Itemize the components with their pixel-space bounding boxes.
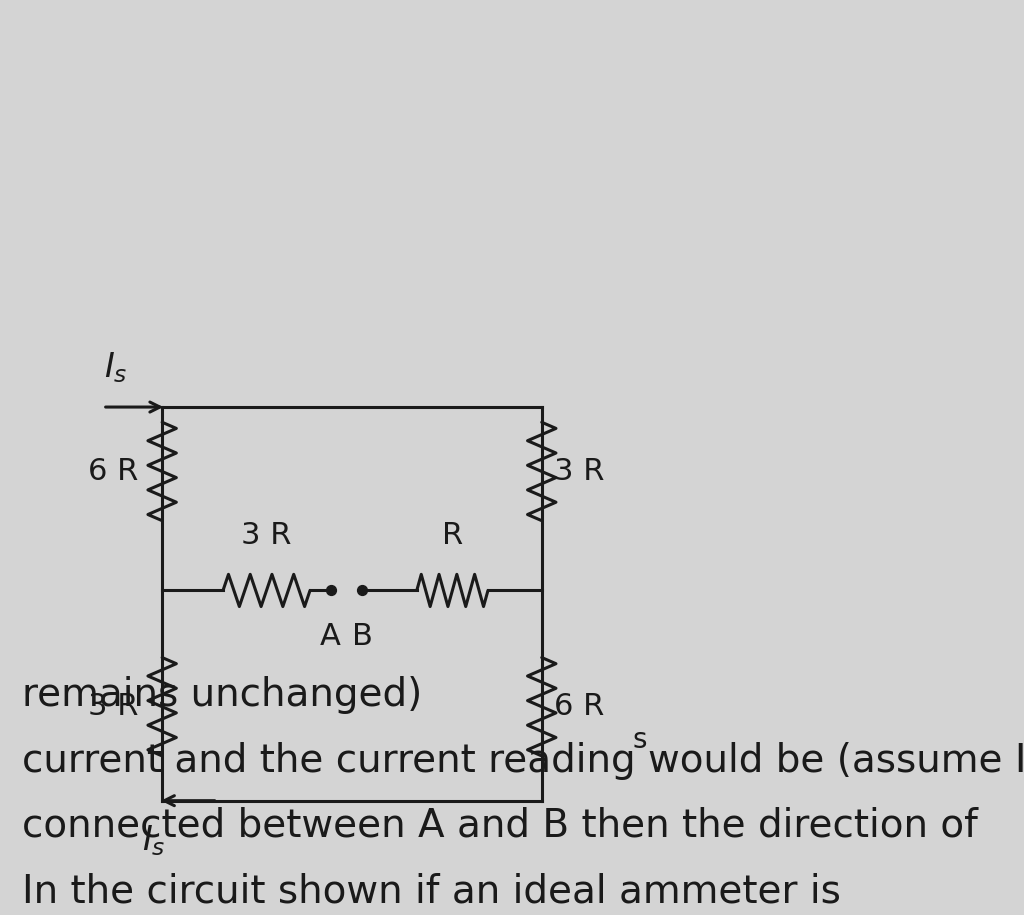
Text: A: A	[321, 622, 341, 651]
Text: 6 R: 6 R	[554, 693, 604, 721]
Point	[354, 583, 371, 597]
Text: current and the current reading would be (assume I: current and the current reading would be…	[23, 742, 1024, 780]
Text: 3 R: 3 R	[242, 522, 292, 550]
Text: B: B	[352, 622, 373, 651]
Text: 3 R: 3 R	[554, 457, 604, 486]
Text: In the circuit shown if an ideal ammeter is: In the circuit shown if an ideal ammeter…	[23, 872, 841, 910]
Text: remains unchanged): remains unchanged)	[23, 676, 422, 715]
Text: s: s	[633, 726, 647, 754]
Point	[323, 583, 339, 597]
Text: R: R	[441, 522, 463, 550]
Text: $I_s$: $I_s$	[104, 350, 128, 384]
Text: 3 R: 3 R	[88, 693, 138, 721]
Text: $I_s$: $I_s$	[142, 824, 166, 857]
Text: 6 R: 6 R	[88, 457, 138, 486]
Text: connected between A and B then the direction of: connected between A and B then the direc…	[23, 807, 978, 845]
